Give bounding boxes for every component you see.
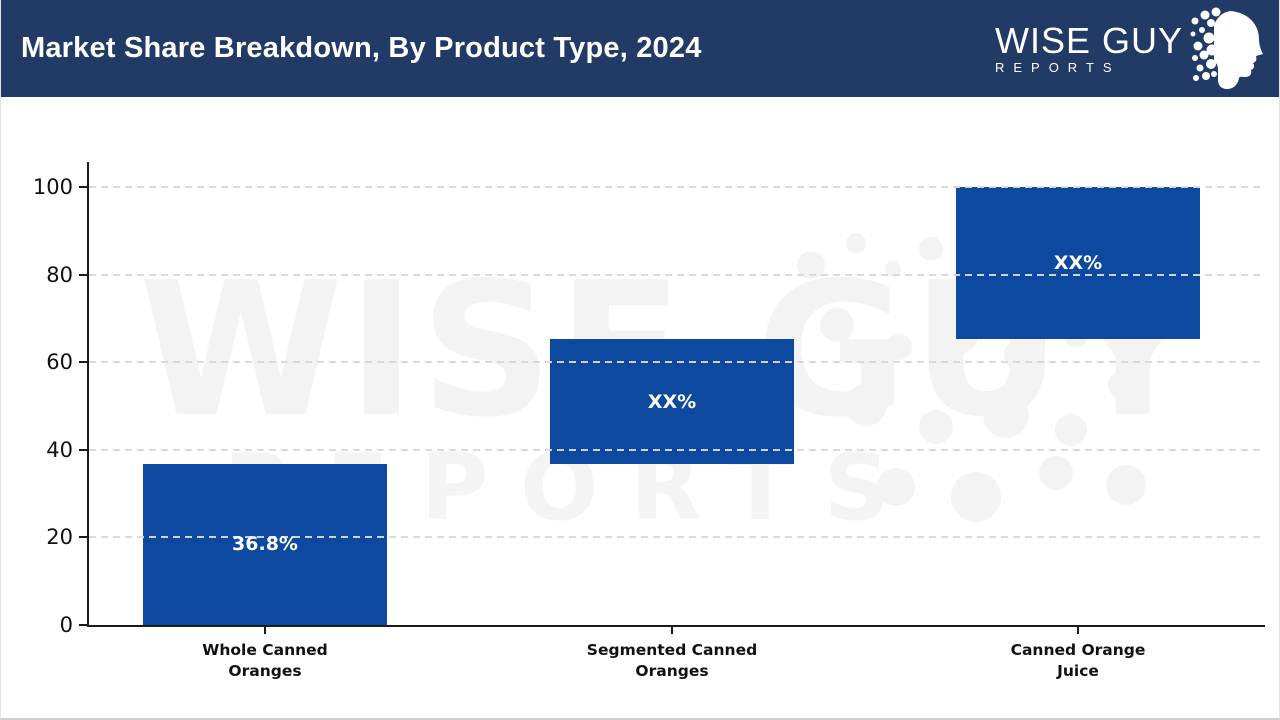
y-tick-label: 40 [46,437,73,462]
y-axis-spine [87,162,89,627]
x-tick-mark [671,626,673,634]
y-tick-label: 60 [46,350,73,375]
header: Market Share Breakdown, By Product Type,… [1,0,1279,97]
x-axis-spine [87,625,1265,627]
bar [143,463,387,625]
y-tick-label: 100 [32,175,73,199]
gridline [89,186,1265,188]
y-tick-mark [79,273,87,276]
logo-face-icon [1190,7,1263,89]
gridline [89,536,1265,539]
gridline [89,361,1265,364]
y-tick-mark [79,361,87,364]
y-tick-mark [79,186,87,188]
x-tick-mark [264,626,266,634]
gridline [89,448,1265,451]
logo-wordmark: WISE GUY [994,19,1183,61]
gridline [89,273,1265,276]
x-tick-mark [1077,626,1079,634]
logo-subtext: REPORTS [994,60,1121,76]
y-tick-mark [79,536,87,539]
y-tick-label: 0 [59,613,73,637]
logo-text: WISE GUY REPORTS [994,19,1183,76]
y-tick-mark [79,448,87,451]
y-tick-mark [79,624,87,626]
chart-title: Market Share Breakdown, By Product Type,… [21,32,702,64]
x-tick-label: Segmented Canned Oranges [586,641,758,680]
x-tick-label: Whole Canned Oranges [202,641,328,680]
bar [550,339,794,464]
bar-value-label: XX% [1053,252,1103,275]
x-tick-label: Canned Orange Juice [1010,641,1146,680]
y-tick-label: 80 [46,262,73,287]
bar-value-label: XX% [647,390,697,413]
y-tick-label: 20 [46,525,73,550]
wise-guy-reports-logo: WISE GUY REPORTS [995,7,1267,91]
bar-value-label: 36.8% [232,533,298,556]
